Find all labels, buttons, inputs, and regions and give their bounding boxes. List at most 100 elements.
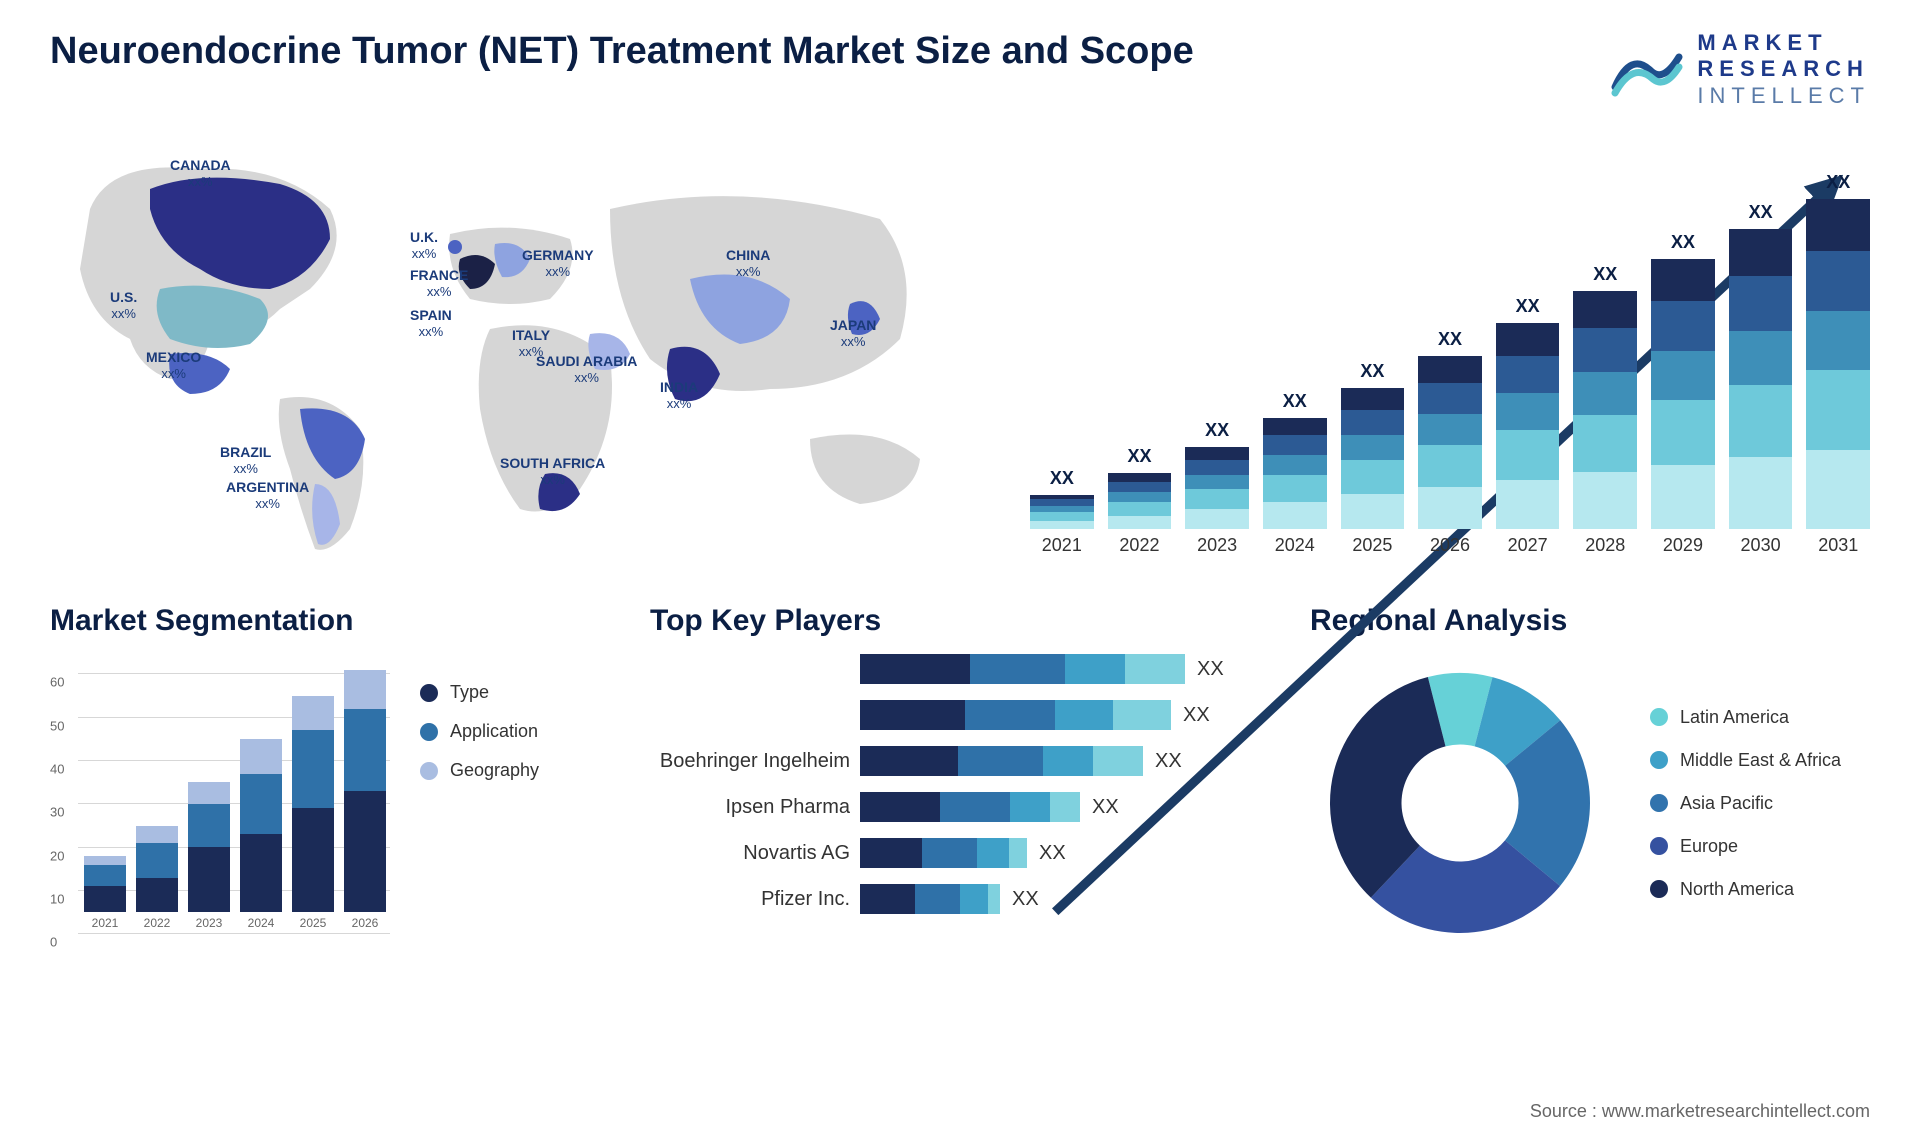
logo-line2: RESEARCH <box>1697 56 1870 82</box>
growth-bar-value: XX <box>1283 391 1307 412</box>
donut-chart <box>1310 653 1610 953</box>
growth-bar-segment <box>1418 383 1482 414</box>
player-bar-segment <box>1093 746 1143 776</box>
seg-bar-segment <box>240 739 282 774</box>
player-bar <box>860 884 1000 914</box>
legend-dot-icon <box>420 684 438 702</box>
growth-bar-col: XX2022 <box>1108 446 1172 529</box>
map-label: SOUTH AFRICAxx% <box>500 455 605 488</box>
seg-bar-stack <box>344 670 386 913</box>
growth-bar-segment <box>1651 400 1715 465</box>
growth-bar-segment <box>1341 410 1405 435</box>
growth-bar-stack <box>1263 418 1327 530</box>
legend-dot-icon <box>1650 794 1668 812</box>
seg-ytick: 50 <box>50 718 64 733</box>
player-bar-segment <box>940 792 1010 822</box>
map-label: SPAINxx% <box>410 307 452 340</box>
legend-label: North America <box>1680 879 1794 900</box>
growth-bar-segment <box>1185 489 1249 509</box>
logo-text: MARKET RESEARCH INTELLECT <box>1697 30 1870 109</box>
map-label: CHINAxx% <box>726 247 770 280</box>
seg-ytick: 0 <box>50 935 57 950</box>
player-row: XX <box>650 698 1270 732</box>
growth-bar-segment <box>1418 445 1482 487</box>
seg-ytick: 60 <box>50 675 64 690</box>
growth-bar-segment <box>1496 430 1560 480</box>
seg-bar-segment <box>136 843 178 878</box>
seg-ytick: 40 <box>50 761 64 776</box>
seg-bar-segment <box>344 709 386 791</box>
legend-item: Middle East & Africa <box>1650 750 1841 771</box>
growth-bar-value: XX <box>1749 202 1773 223</box>
growth-bar-year: 2031 <box>1818 535 1858 556</box>
legend-label: Latin America <box>1680 707 1789 728</box>
player-bar-segment <box>977 838 1009 868</box>
growth-bar-segment <box>1341 435 1405 460</box>
player-bar-segment <box>1113 700 1171 730</box>
seg-bars-row: 202120222023202420252026 <box>84 652 386 912</box>
segmentation-legend: TypeApplicationGeography <box>420 652 539 954</box>
growth-bar-segment <box>1496 480 1560 530</box>
player-label: Novartis AG <box>650 842 860 865</box>
legend-dot-icon <box>420 723 438 741</box>
growth-chart-panel: XX2021XX2022XX2023XX2024XX2025XX2026XX20… <box>1030 139 1870 559</box>
growth-bar-col: XX2025 <box>1341 361 1405 529</box>
regional-panel: Regional Analysis Latin America Middle Ea… <box>1310 604 1870 954</box>
legend-item: Asia Pacific <box>1650 793 1841 814</box>
header-row: Neuroendocrine Tumor (NET) Treatment Mar… <box>50 30 1870 109</box>
growth-bar-segment <box>1573 415 1637 472</box>
seg-bar-segment <box>84 856 126 865</box>
map-label: SAUDI ARABIAxx% <box>536 353 637 386</box>
legend-item: Latin America <box>1650 707 1841 728</box>
map-label: ARGENTINAxx% <box>226 479 309 512</box>
player-bar-segment <box>970 654 1065 684</box>
legend-item: Europe <box>1650 836 1841 857</box>
player-bar-segment <box>958 746 1043 776</box>
growth-bar-segment <box>1341 494 1405 529</box>
seg-bar-segment <box>240 834 282 912</box>
player-bar-segment <box>860 746 958 776</box>
player-bar-segment <box>1043 746 1093 776</box>
growth-bar-segment <box>1108 473 1172 482</box>
growth-bar-col: XX2029 <box>1651 232 1715 529</box>
player-bar-wrap: XX <box>860 654 1270 684</box>
seg-bar-stack <box>240 739 282 912</box>
player-value: XX <box>1092 796 1119 819</box>
legend-label: Europe <box>1680 836 1738 857</box>
growth-bar-segment <box>1651 301 1715 351</box>
player-bar-segment <box>860 654 970 684</box>
growth-bar-segment <box>1108 502 1172 516</box>
seg-bar-segment <box>292 808 334 912</box>
legend-dot-icon <box>1650 880 1668 898</box>
map-label: CANADAxx% <box>170 157 231 190</box>
growth-bar-value: XX <box>1671 232 1695 253</box>
legend-label: Middle East & Africa <box>1680 750 1841 771</box>
regional-title: Regional Analysis <box>1310 604 1870 638</box>
segmentation-body: 0102030405060202120222023202420252026 Ty… <box>50 652 610 954</box>
growth-bar-segment <box>1263 418 1327 435</box>
growth-bar-segment <box>1729 385 1793 457</box>
player-bar-segment <box>922 838 977 868</box>
growth-bar-col: XX2023 <box>1185 420 1249 529</box>
growth-bar-value: XX <box>1826 172 1850 193</box>
seg-bar-segment <box>344 791 386 912</box>
growth-bar-segment <box>1263 455 1327 475</box>
growth-bar-value: XX <box>1360 361 1384 382</box>
growth-bar-col: XX2030 <box>1729 202 1793 529</box>
growth-bar-segment <box>1651 259 1715 301</box>
growth-bar-segment <box>1496 356 1560 393</box>
player-label: Pfizer Inc. <box>650 888 860 911</box>
seg-bar-segment <box>136 878 178 913</box>
growth-bar-segment <box>1108 516 1172 530</box>
player-bar-segment <box>960 884 988 914</box>
map-australia <box>810 435 920 505</box>
growth-bar-segment <box>1263 502 1327 529</box>
seg-bar-col: 2023 <box>188 782 230 912</box>
map-label: FRANCExx% <box>410 267 468 300</box>
seg-bar-stack <box>188 782 230 912</box>
growth-bar-year: 2022 <box>1119 535 1159 556</box>
growth-bar-year: 2023 <box>1197 535 1237 556</box>
player-bar-wrap: XX <box>860 700 1270 730</box>
bottom-panels: Market Segmentation 01020304050602021202… <box>50 604 1870 954</box>
growth-bar-segment <box>1185 447 1249 459</box>
